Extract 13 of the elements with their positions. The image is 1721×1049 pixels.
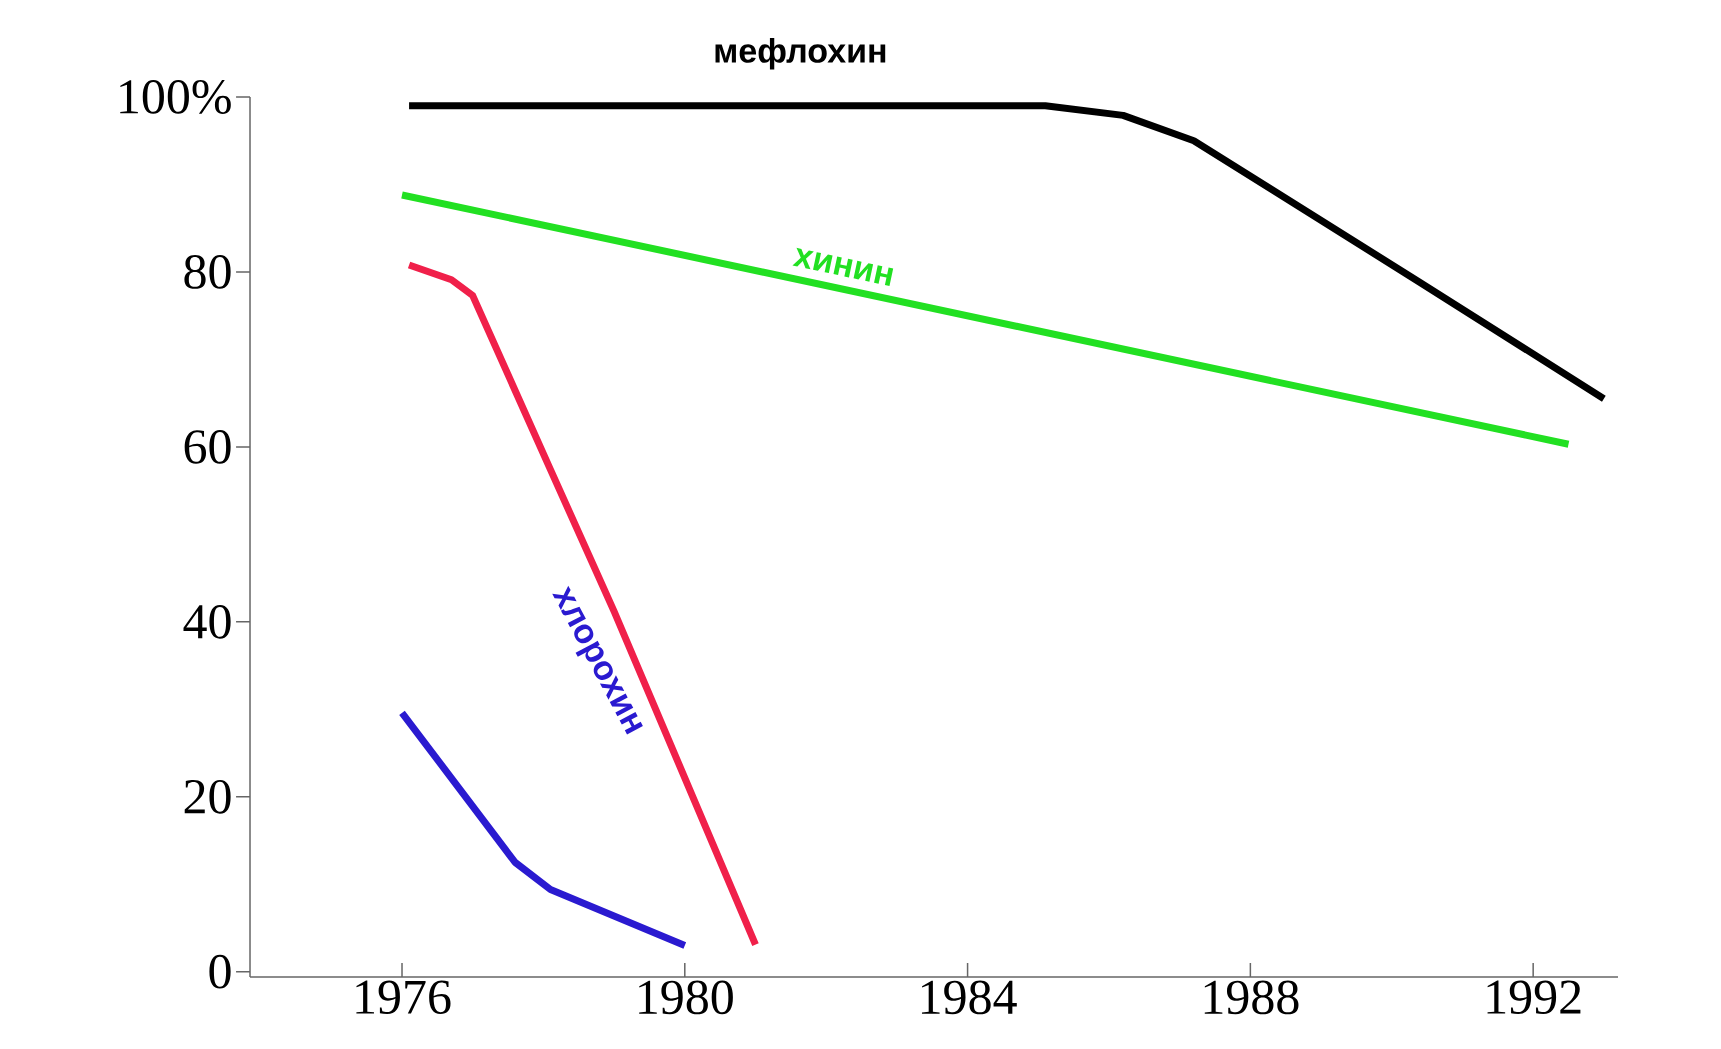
x-tick-label: 1984 [921,980,1017,1015]
text: хинин [792,247,894,286]
y-tick-label: 40 [183,604,231,639]
x-tick-label: 1980 [639,980,733,1015]
y-tick-label: 0 [209,954,231,989]
series-label: мефлохин [715,37,886,70]
y-tick-label: 100% [120,80,231,114]
x-tick-label: 1992 [1487,980,1581,1015]
x-tick-label: 1988 [1204,980,1299,1015]
x-tick-label: 1976 [356,980,451,1015]
y-tick-label: 20 [184,779,231,814]
y-tick-label: 60 [184,430,231,464]
y-tick-label: 80 [184,255,231,289]
